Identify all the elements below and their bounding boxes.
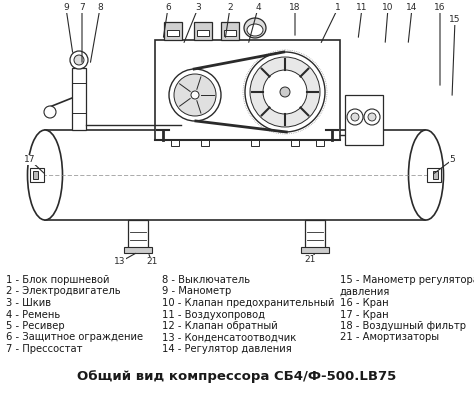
Text: 1 - Блок поршневой: 1 - Блок поршневой [6,275,109,285]
Circle shape [347,109,363,125]
Bar [201,140,209,146]
Text: 7 - Прессостат: 7 - Прессостат [6,344,82,354]
Text: 8 - Выключатель: 8 - Выключатель [162,275,250,285]
Text: 4: 4 [255,4,261,13]
Circle shape [263,70,307,114]
Text: 9 - Манометр: 9 - Манометр [162,286,231,297]
Text: 6 - Защитное ограждение: 6 - Защитное ограждение [6,333,143,342]
Text: 11 - Воздухопровод: 11 - Воздухопровод [162,310,265,320]
Circle shape [74,55,84,65]
Text: 14 - Регулятор давления: 14 - Регулятор давления [162,344,292,354]
Circle shape [191,91,199,99]
Bar [251,140,259,146]
Bar [433,171,438,179]
Text: 18: 18 [289,4,301,13]
Bar [427,168,441,182]
Text: 3: 3 [195,4,201,13]
Circle shape [174,74,216,116]
Bar [164,22,182,40]
Text: 12 - Клапан обратный: 12 - Клапан обратный [162,321,278,331]
Bar [197,30,209,36]
Ellipse shape [247,24,263,36]
Bar [167,30,179,36]
Bar [224,30,236,36]
Text: 10: 10 [382,4,394,13]
Bar [72,68,86,130]
Text: 16 - Кран: 16 - Кран [340,298,389,308]
Bar [221,22,239,40]
Circle shape [44,106,56,118]
Text: 4 - Ремень: 4 - Ремень [6,310,60,320]
Text: 2: 2 [227,4,233,13]
Text: 21: 21 [146,258,158,267]
Text: 10 - Клапан предохранительный: 10 - Клапан предохранительный [162,298,335,308]
Circle shape [280,87,290,97]
Text: 17: 17 [24,156,36,164]
Text: 15: 15 [449,15,461,24]
Text: 5: 5 [449,156,455,164]
Circle shape [169,69,221,121]
Ellipse shape [244,18,266,38]
Text: 1: 1 [335,4,341,13]
Ellipse shape [409,130,444,220]
Bar [33,171,38,179]
Text: 2 - Электродвигатель: 2 - Электродвигатель [6,286,120,297]
Text: 21: 21 [304,256,316,265]
Bar [345,95,383,145]
Text: 11: 11 [356,4,368,13]
Text: Общий вид компрессора СБ4/Ф-500.LB75: Общий вид компрессора СБ4/Ф-500.LB75 [77,370,397,383]
Text: 5 - Ресивер: 5 - Ресивер [6,321,64,331]
Text: 3 - Шкив: 3 - Шкив [6,298,51,308]
Ellipse shape [27,130,63,220]
Circle shape [250,57,320,127]
Text: 9: 9 [63,4,69,13]
Circle shape [368,113,376,121]
Circle shape [245,52,325,132]
Bar [45,130,425,220]
Text: 13 - Конденсатоотводчик: 13 - Конденсатоотводчик [162,333,296,342]
Bar [124,247,152,253]
Circle shape [364,109,380,125]
Bar [155,40,340,140]
Bar [291,140,299,146]
Circle shape [70,51,88,69]
Text: 6: 6 [165,4,171,13]
Bar [171,140,179,146]
Bar [194,22,212,40]
Text: 16: 16 [434,4,446,13]
Bar [128,220,148,250]
Bar [316,140,324,146]
Text: 15 - Манометр регулятора: 15 - Манометр регулятора [340,275,474,285]
Bar [30,168,44,182]
Text: 18 - Воздушный фильтр: 18 - Воздушный фильтр [340,321,466,331]
Circle shape [351,113,359,121]
Text: давления: давления [340,286,391,297]
Bar [305,220,325,250]
Text: 7: 7 [79,4,85,13]
Text: 17 - Кран: 17 - Кран [340,310,389,320]
Text: 21 - Амортизаторы: 21 - Амортизаторы [340,333,439,342]
Text: 8: 8 [97,4,103,13]
Bar [301,247,329,253]
Text: 14: 14 [406,4,418,13]
Text: 13: 13 [114,258,126,267]
